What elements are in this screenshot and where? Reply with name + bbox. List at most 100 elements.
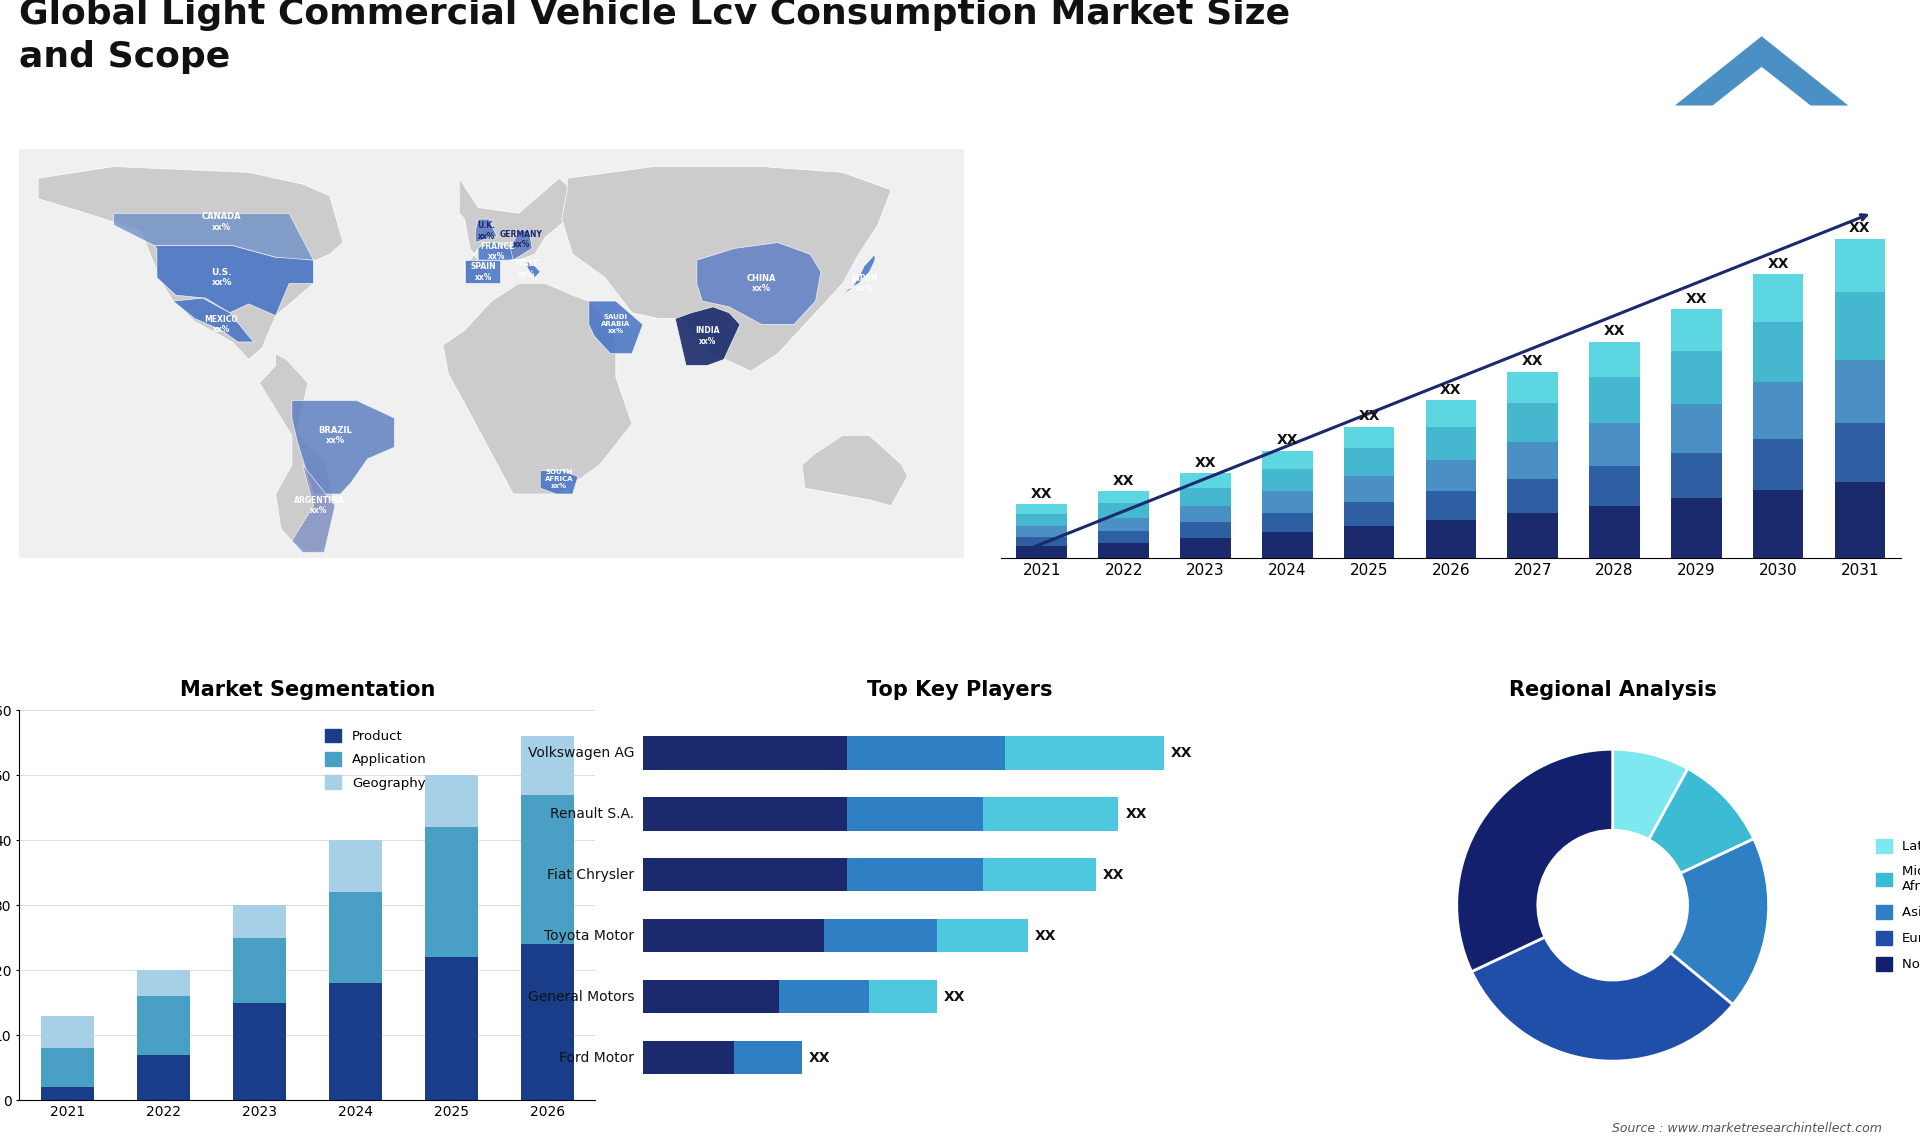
Polygon shape <box>540 471 578 494</box>
Bar <box>1590 377 1640 423</box>
Bar <box>520 794 574 944</box>
Text: CANADA
xx%: CANADA xx% <box>202 212 242 231</box>
Text: XX: XX <box>1766 257 1789 270</box>
Bar <box>1098 503 1148 518</box>
Bar <box>1181 473 1231 488</box>
Bar <box>1016 515 1068 526</box>
Bar <box>1834 360 1885 423</box>
Polygon shape <box>697 243 822 324</box>
Bar <box>1425 492 1476 520</box>
Bar <box>847 858 983 892</box>
Bar <box>1834 292 1885 360</box>
Bar <box>1507 371 1557 402</box>
Bar <box>1261 450 1313 469</box>
Bar <box>1753 383 1803 439</box>
Bar <box>1016 536 1068 547</box>
Text: ITALY
xx%: ITALY xx% <box>515 259 538 278</box>
Bar <box>1590 505 1640 558</box>
Bar <box>1181 488 1231 505</box>
Bar <box>983 798 1119 831</box>
Bar <box>1344 502 1394 526</box>
Legend: Latin America, Middle East &
Africa, Asia Pacific, Europe, North America: Latin America, Middle East & Africa, Asi… <box>1870 834 1920 976</box>
Text: SPAIN
xx%: SPAIN xx% <box>470 262 497 282</box>
Bar <box>870 980 937 1013</box>
Legend: Product, Application, Geography: Product, Application, Geography <box>324 729 426 790</box>
Bar <box>643 919 824 952</box>
Bar <box>1507 402 1557 442</box>
Bar <box>328 893 382 983</box>
Text: BRAZIL
xx%: BRAZIL xx% <box>319 426 351 446</box>
Bar <box>643 736 847 770</box>
Bar <box>1753 322 1803 383</box>
Bar <box>733 1041 801 1074</box>
Bar <box>232 1003 286 1100</box>
Bar <box>1834 238 1885 292</box>
Bar <box>1507 442 1557 479</box>
Bar <box>643 858 847 892</box>
Bar <box>328 983 382 1100</box>
Text: Global Light Commercial Vehicle Lcv Consumption Market Size
and Scope: Global Light Commercial Vehicle Lcv Cons… <box>19 0 1290 74</box>
Bar <box>1590 466 1640 505</box>
Text: XX: XX <box>808 1051 829 1065</box>
Polygon shape <box>465 260 499 283</box>
Bar <box>1834 423 1885 481</box>
Polygon shape <box>259 354 336 552</box>
Bar <box>1344 426 1394 448</box>
Text: XX: XX <box>1035 928 1056 943</box>
Text: SAUDI
ARABIA
xx%: SAUDI ARABIA xx% <box>601 314 630 335</box>
Bar <box>937 919 1027 952</box>
Text: XX: XX <box>945 990 966 1004</box>
Bar <box>1181 505 1231 523</box>
Polygon shape <box>589 301 643 354</box>
Bar <box>643 798 847 831</box>
Bar <box>1098 531 1148 543</box>
Text: U.S.
xx%: U.S. xx% <box>211 268 232 288</box>
Polygon shape <box>476 219 497 243</box>
Text: XX: XX <box>1357 409 1380 423</box>
Bar <box>1507 513 1557 558</box>
Text: Toyota Motor: Toyota Motor <box>543 928 634 943</box>
Polygon shape <box>1711 66 1812 107</box>
Bar <box>1425 461 1476 492</box>
Text: XX: XX <box>1031 487 1052 501</box>
Title: Top Key Players: Top Key Players <box>868 681 1052 700</box>
Text: INDIA
xx%: INDIA xx% <box>695 327 720 346</box>
Text: XX: XX <box>1125 807 1146 821</box>
Polygon shape <box>676 307 739 366</box>
Bar <box>1181 523 1231 537</box>
Bar <box>1261 492 1313 513</box>
Polygon shape <box>292 400 394 494</box>
Bar <box>1670 453 1722 499</box>
Text: Fiat Chrysler: Fiat Chrysler <box>547 868 634 881</box>
Text: U.K.
xx%: U.K. xx% <box>478 221 495 241</box>
Title: Regional Analysis: Regional Analysis <box>1509 681 1716 700</box>
Polygon shape <box>843 254 876 296</box>
Bar <box>424 775 478 827</box>
Bar <box>1507 479 1557 513</box>
Polygon shape <box>459 179 572 283</box>
Text: XX: XX <box>1277 433 1298 447</box>
Bar <box>1016 504 1068 515</box>
Bar <box>1016 526 1068 536</box>
Bar <box>1261 532 1313 558</box>
Bar <box>136 971 190 996</box>
Bar <box>1753 439 1803 490</box>
Bar <box>847 736 1006 770</box>
Text: XX: XX <box>1686 291 1707 306</box>
Wedge shape <box>1670 839 1768 1005</box>
Polygon shape <box>38 166 344 360</box>
Text: XX: XX <box>1114 473 1135 488</box>
Polygon shape <box>511 230 532 260</box>
Text: XX: XX <box>1849 221 1870 235</box>
Text: Source : www.marketresearchintellect.com: Source : www.marketresearchintellect.com <box>1611 1122 1882 1135</box>
Bar <box>1425 520 1476 558</box>
Bar <box>424 957 478 1100</box>
Bar <box>1425 400 1476 426</box>
Text: SOUTH
AFRICA
xx%: SOUTH AFRICA xx% <box>545 470 574 489</box>
Text: XX: XX <box>1523 354 1544 368</box>
Polygon shape <box>154 245 313 315</box>
Bar <box>40 1015 94 1049</box>
Text: Volkswagen AG: Volkswagen AG <box>528 746 634 760</box>
Bar <box>1098 543 1148 558</box>
Bar <box>520 944 574 1100</box>
